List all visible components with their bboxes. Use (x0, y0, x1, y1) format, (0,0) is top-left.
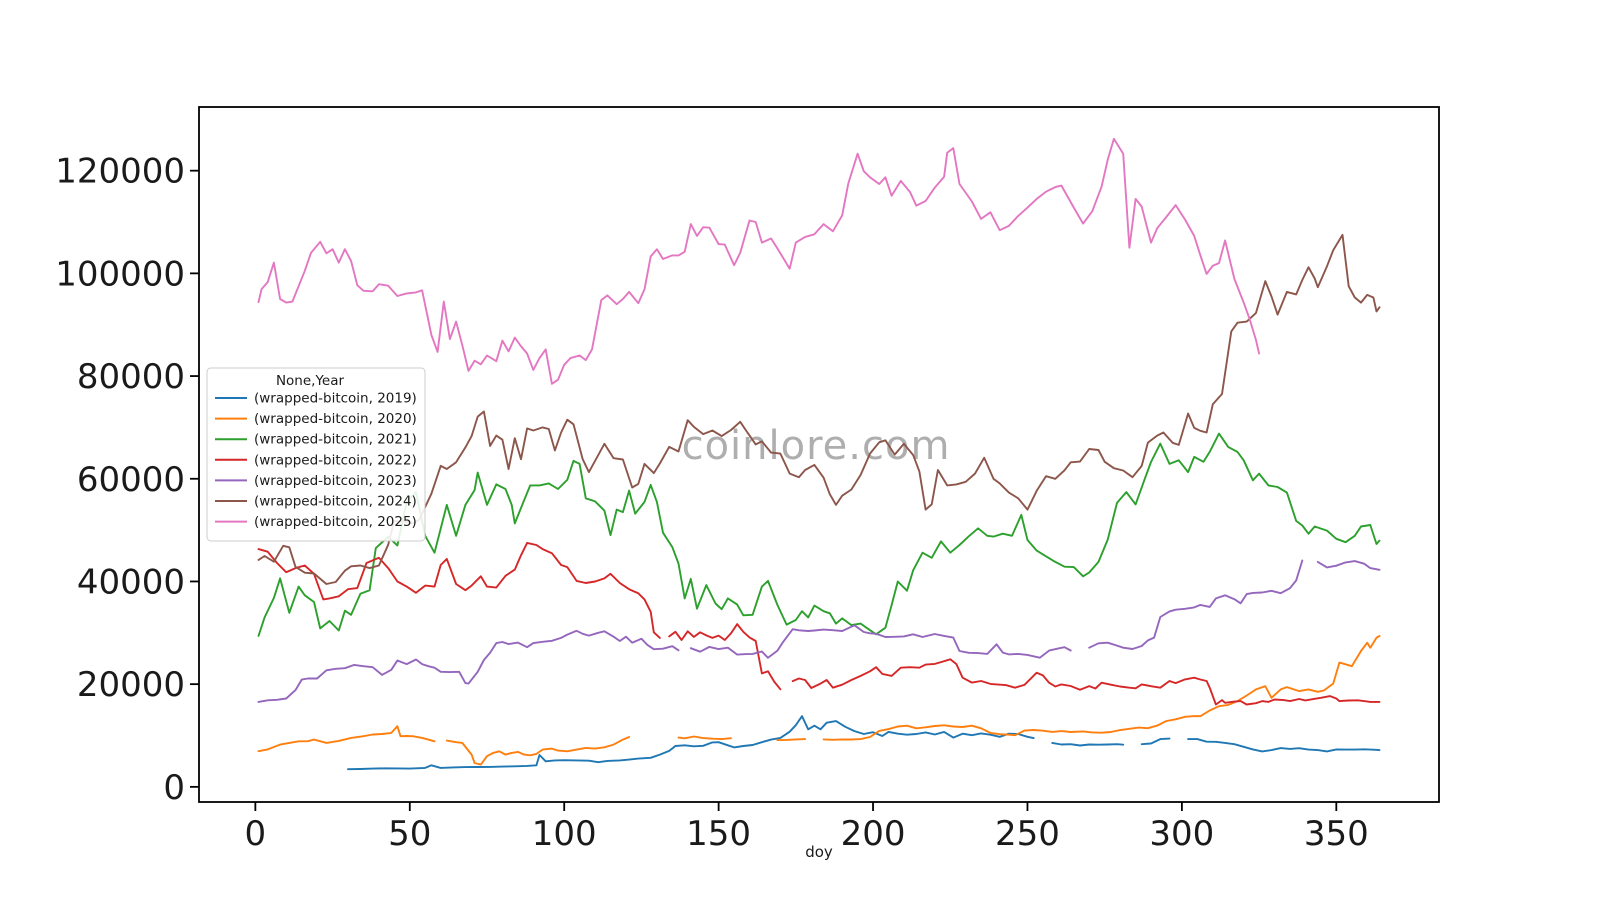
legend-entry-label: (wrapped-bitcoin, 2024) (254, 494, 417, 510)
legend-entry-label: (wrapped-bitcoin, 2021) (254, 432, 417, 448)
series-line-2019 (347, 715, 1381, 771)
x-tick-label: 350 (1304, 814, 1369, 854)
x-tick-label: 50 (388, 814, 431, 854)
x-tick-label: 150 (686, 814, 751, 854)
y-tick-label: 0 (163, 768, 185, 808)
x-tick-label: 250 (995, 814, 1060, 854)
x-tick-label: 100 (532, 814, 597, 854)
y-tick-label: 60000 (77, 460, 185, 500)
x-axis-title: doy (805, 843, 833, 861)
series-line-2023 (257, 559, 1381, 703)
series-line-2025 (257, 137, 1261, 385)
series-lines (257, 137, 1381, 771)
y-axis-ticks: 0 20000 40000 60000 80000 100000 120000 (55, 152, 199, 808)
legend-box (206, 367, 426, 542)
legend: None,Year (wrapped-bitcoin, 2019) (wrapped… (206, 367, 426, 542)
watermark-text: coinlore.com (682, 423, 951, 469)
legend-title: None,Year (276, 373, 345, 389)
x-tick-label: 200 (841, 814, 906, 854)
y-tick-label: 100000 (55, 254, 185, 294)
y-tick-label: 40000 (77, 562, 185, 602)
legend-entry-label: (wrapped-bitcoin, 2023) (254, 473, 417, 489)
legend-entry-label: (wrapped-bitcoin, 2025) (254, 514, 417, 530)
x-tick-label: 300 (1149, 814, 1214, 854)
series-line-2021 (257, 432, 1381, 637)
series-line-2020 (257, 635, 1381, 766)
legend-entry-label: (wrapped-bitcoin, 2019) (254, 391, 417, 407)
x-axis-ticks: 0 50 100 150 200 250 300 350 (245, 802, 1369, 854)
y-tick-label: 20000 (77, 665, 185, 705)
series-line-2022 (257, 541, 1381, 706)
y-tick-label: 120000 (55, 152, 185, 192)
series-line-2024 (257, 233, 1381, 585)
legend-entry-label: (wrapped-bitcoin, 2020) (254, 411, 417, 427)
x-tick-label: 0 (245, 814, 267, 854)
legend-entry-label: (wrapped-bitcoin, 2022) (254, 452, 417, 468)
plot-border (198, 106, 1440, 803)
y-tick-label: 80000 (77, 357, 185, 397)
